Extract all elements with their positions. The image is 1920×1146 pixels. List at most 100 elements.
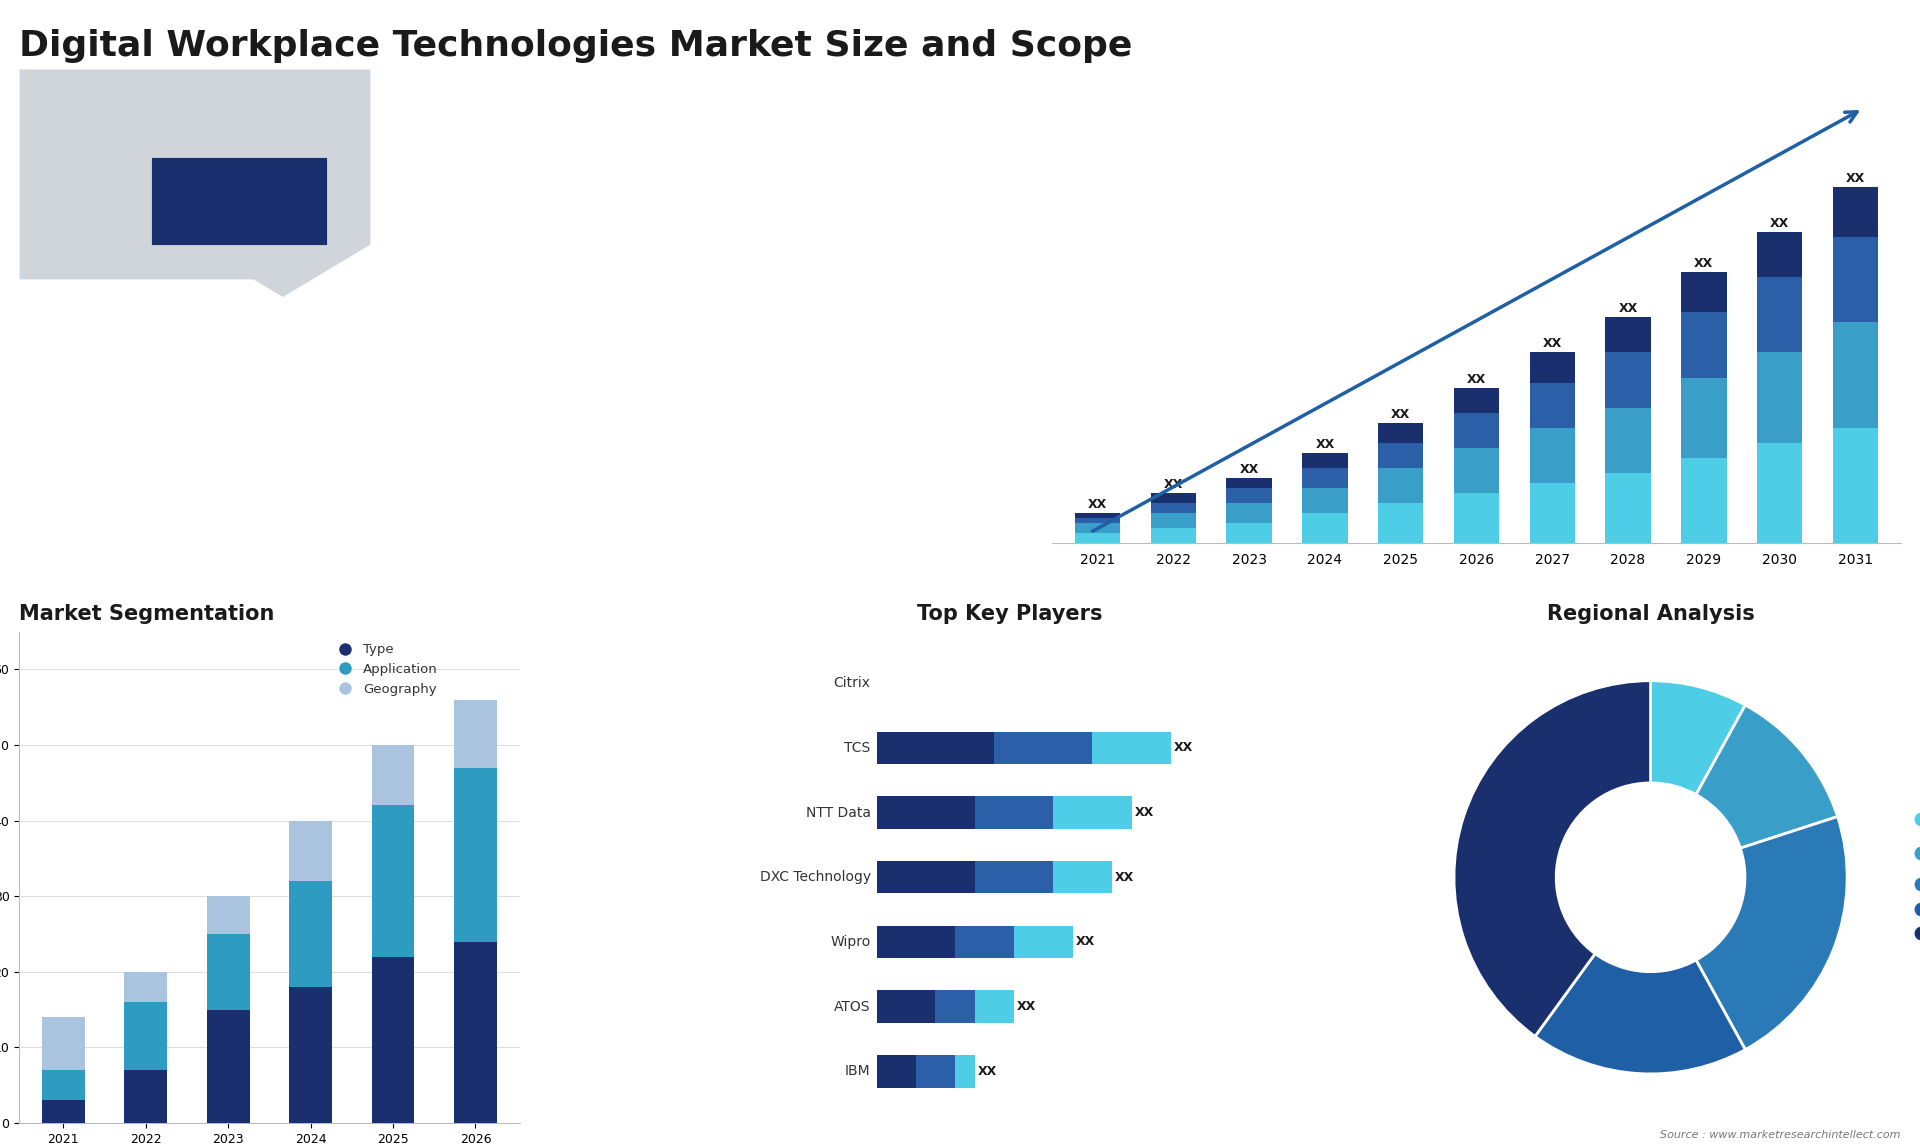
Bar [1227,488,1271,503]
Bar [877,1055,916,1088]
Bar [1150,503,1196,513]
Bar [1453,387,1500,413]
Text: ATOS: ATOS [833,999,870,1014]
Bar [1150,528,1196,543]
Bar [1832,237,1878,322]
Polygon shape [19,69,371,297]
Bar [1014,926,1073,958]
Bar [1379,503,1423,543]
Bar [1832,322,1878,427]
Text: XX: XX [1315,438,1334,450]
Bar [1075,518,1121,523]
Title: Top Key Players: Top Key Players [918,604,1102,625]
Text: XX: XX [1693,257,1713,270]
Bar [1379,442,1423,468]
Bar [877,861,975,894]
Bar [877,926,954,958]
Text: XX: XX [1845,172,1864,185]
Bar [1302,453,1348,468]
Text: XX: XX [1770,217,1789,230]
Bar [290,821,332,881]
Text: XX: XX [1173,741,1192,754]
Bar [1832,187,1878,237]
Bar [1092,732,1171,764]
Wedge shape [1695,705,1837,848]
Text: Digital Workplace Technologies Market Size and Scope: Digital Workplace Technologies Market Si… [19,29,1133,63]
Text: XX: XX [1619,303,1638,315]
Bar [1075,513,1121,518]
Bar [935,990,975,1023]
Legend: Type, Application, Geography: Type, Application, Geography [326,638,444,701]
Text: XX: XX [1135,806,1154,819]
Text: IBM: IBM [845,1065,870,1078]
Text: XX: XX [1240,463,1260,476]
Bar [975,861,1054,894]
Bar [372,957,415,1123]
Bar [877,796,975,829]
Text: XX: XX [1164,478,1183,490]
Bar [1227,523,1271,543]
Text: XX: XX [1116,871,1135,884]
Bar [207,934,250,1010]
Bar [453,699,497,768]
Bar [42,1070,84,1100]
Bar [1054,796,1131,829]
Bar [877,732,995,764]
Wedge shape [1453,681,1651,1036]
Wedge shape [1695,817,1847,1050]
Text: XX: XX [1467,372,1486,385]
Text: XX: XX [1075,935,1094,949]
Bar [290,881,332,987]
Bar [125,972,167,1002]
Bar [1605,473,1651,543]
Text: Citrix: Citrix [833,676,870,690]
Bar [975,796,1054,829]
Bar [1757,442,1803,543]
Bar [207,1010,250,1123]
Bar [1379,468,1423,503]
Legend: Latin America, Middle East &
Africa, Asia Pacific, Europe, North America: Latin America, Middle East & Africa, Asi… [1903,808,1920,947]
Bar [1605,353,1651,408]
Bar [1227,503,1271,523]
Bar [1530,383,1574,427]
Bar [1757,231,1803,277]
Title: Regional Analysis: Regional Analysis [1548,604,1755,625]
Bar [1832,427,1878,543]
Bar [1379,423,1423,442]
Bar [1227,478,1271,488]
Text: NTT Data: NTT Data [806,806,870,819]
Text: XX: XX [1392,408,1411,421]
Bar [954,1055,975,1088]
Bar [125,1070,167,1123]
Text: Market Segmentation: Market Segmentation [19,604,275,625]
Bar [42,1018,84,1070]
Text: XX: XX [1018,1000,1037,1013]
Text: DXC Technology: DXC Technology [760,870,870,885]
Bar [1075,533,1121,543]
Bar [1530,427,1574,482]
Text: TCS: TCS [845,741,870,755]
Bar [1682,377,1726,457]
Bar [207,896,250,934]
Bar [1150,513,1196,528]
Text: XX: XX [1542,337,1561,351]
Text: XX: XX [1089,499,1108,511]
Bar [1605,408,1651,473]
Bar [877,990,935,1023]
Bar [290,987,332,1123]
Bar [1453,413,1500,448]
Bar [1757,353,1803,442]
Bar [975,990,1014,1023]
Bar [1682,313,1726,377]
Bar [1682,273,1726,313]
Text: XX: XX [977,1065,996,1078]
Bar [1302,513,1348,543]
Bar [1150,493,1196,503]
Wedge shape [1651,681,1745,794]
Bar [372,745,415,806]
Bar [1302,468,1348,488]
Bar [1453,448,1500,493]
Bar [1302,488,1348,513]
Polygon shape [152,157,326,244]
Bar [1605,317,1651,353]
